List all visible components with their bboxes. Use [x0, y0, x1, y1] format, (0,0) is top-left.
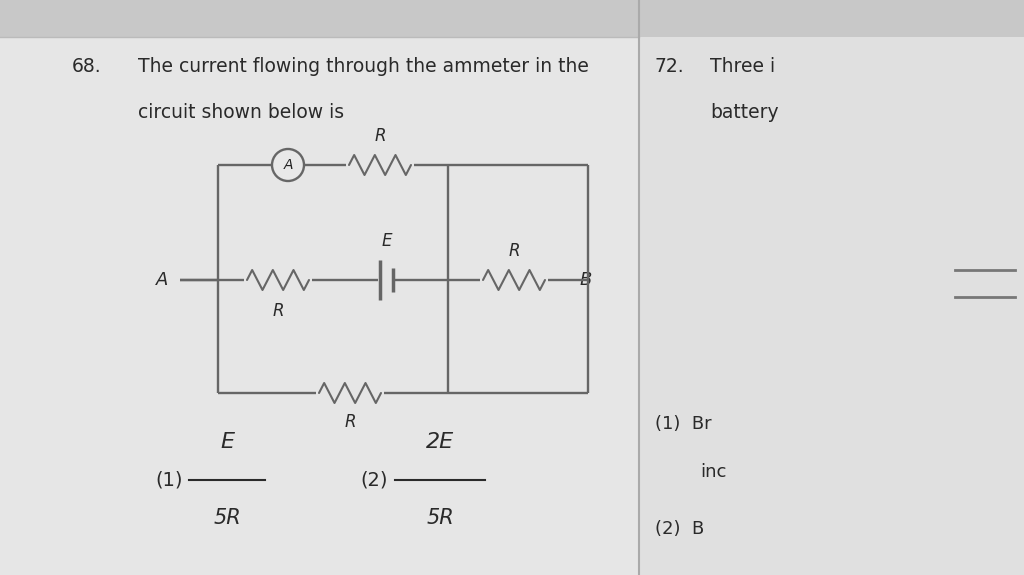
Text: A: A [284, 158, 293, 172]
Text: Three i: Three i [710, 57, 775, 76]
Text: R: R [374, 127, 386, 145]
Text: E: E [220, 432, 234, 452]
Text: 72.: 72. [655, 57, 685, 76]
Text: (2)  B: (2) B [655, 520, 705, 538]
Text: 5R: 5R [213, 508, 241, 528]
Text: B: B [580, 271, 592, 289]
Text: 68.: 68. [72, 57, 101, 76]
Text: The current flowing through the ammeter in the: The current flowing through the ammeter … [138, 57, 589, 76]
Text: circuit shown below is: circuit shown below is [138, 103, 344, 122]
Text: 2E: 2E [426, 432, 454, 452]
Text: A: A [156, 271, 168, 289]
Text: battery: battery [710, 103, 778, 122]
Bar [0, 0, 639, 575]
Text: R: R [272, 302, 284, 320]
Text: (2): (2) [360, 470, 387, 489]
Text: E: E [381, 232, 392, 250]
Bar [0, 0, 1024, 37]
Text: inc: inc [700, 463, 726, 481]
Text: R: R [508, 242, 520, 260]
Circle shape [272, 149, 304, 181]
Bar [639, 0, 1024, 575]
Text: 5R: 5R [426, 508, 454, 528]
Text: R: R [344, 413, 355, 431]
Text: (1)  Br: (1) Br [655, 415, 712, 433]
Text: (1): (1) [155, 470, 182, 489]
